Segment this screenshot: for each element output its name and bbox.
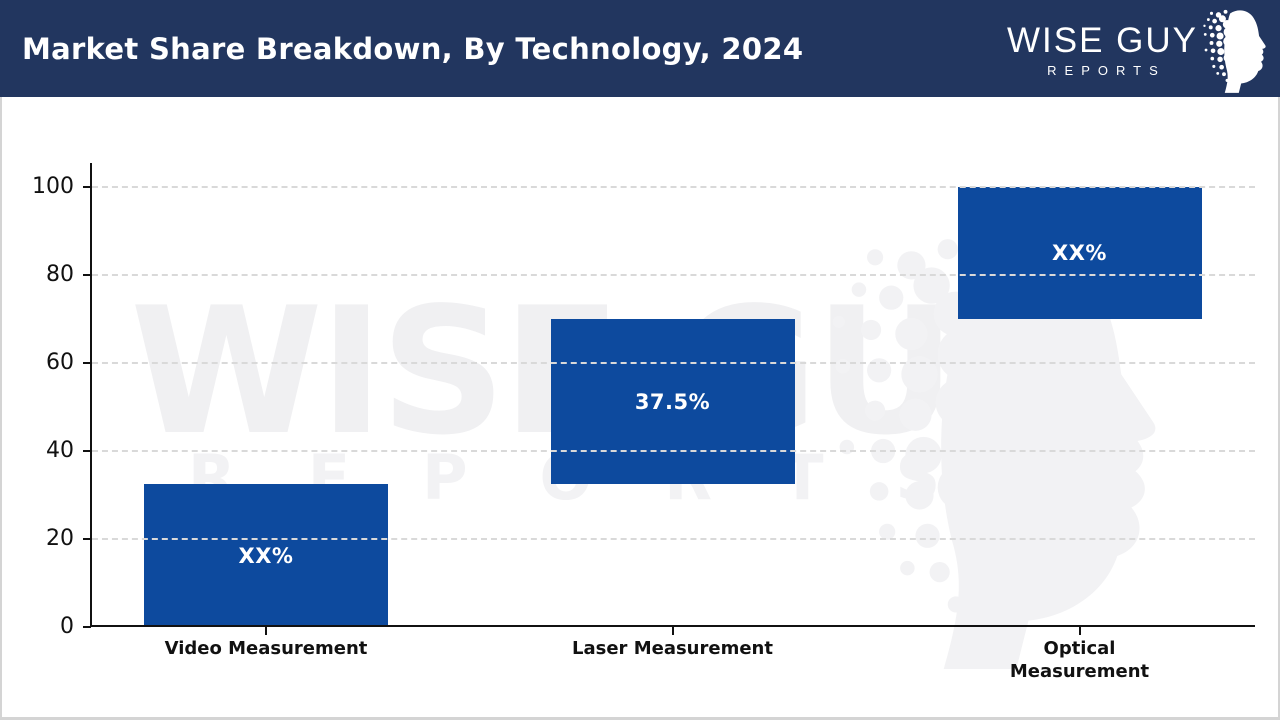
y-tick-mark: [83, 450, 91, 452]
bar-value-label: 37.5%: [634, 389, 711, 414]
logo-text: WISE GUY REPORTS: [1007, 23, 1198, 78]
logo-wordmark: WISE GUY: [1006, 20, 1198, 60]
y-tick-mark: [83, 362, 91, 364]
y-axis-spine: [90, 163, 92, 627]
logo-face-icon: [1203, 9, 1266, 93]
y-tick-label: 60: [46, 350, 74, 375]
wise-guy-logo: WISE GUY REPORTS: [1007, 6, 1270, 94]
x-category-label: Video Measurement: [164, 638, 368, 659]
bar-segment: XX%: [144, 484, 388, 627]
bar-value-label: XX%: [1052, 241, 1107, 265]
gridline-40: [92, 450, 1255, 452]
y-tick-label: 0: [60, 614, 74, 639]
x-tick-mark: [671, 627, 674, 635]
gridline-20: [92, 538, 1255, 540]
x-category-label: Laser Measurement: [572, 638, 773, 659]
y-tick-mark: [83, 186, 91, 188]
x-axis-spine: [90, 625, 1255, 627]
bar-segment: 37.5%: [550, 319, 795, 484]
x-category-label: Optical Measurement: [1009, 638, 1150, 682]
y-tick-mark: [83, 626, 91, 628]
y-tick-mark: [83, 538, 91, 540]
gridline-80: [92, 274, 1255, 276]
chart-area: WISE GUY REPORTS XX%Video Measurement37.…: [2, 97, 1278, 717]
chart-title: Market Share Breakdown, By Technology, 2…: [22, 31, 804, 66]
logo-subtext: REPORTS: [1047, 62, 1166, 78]
x-tick-mark: [265, 627, 267, 635]
y-tick-label: 100: [32, 174, 74, 199]
y-tick-label: 40: [46, 438, 74, 463]
gridline-100: [92, 186, 1255, 188]
bar-segment: XX%: [957, 187, 1202, 319]
y-tick-label: 20: [46, 526, 74, 551]
gridline-60: [92, 362, 1255, 364]
y-tick-mark: [83, 274, 91, 276]
bar-value-label: XX%: [238, 543, 294, 568]
x-tick-mark: [1078, 627, 1081, 635]
header-bar: Market Share Breakdown, By Technology, 2…: [0, 0, 1280, 97]
y-tick-label: 80: [46, 262, 74, 287]
